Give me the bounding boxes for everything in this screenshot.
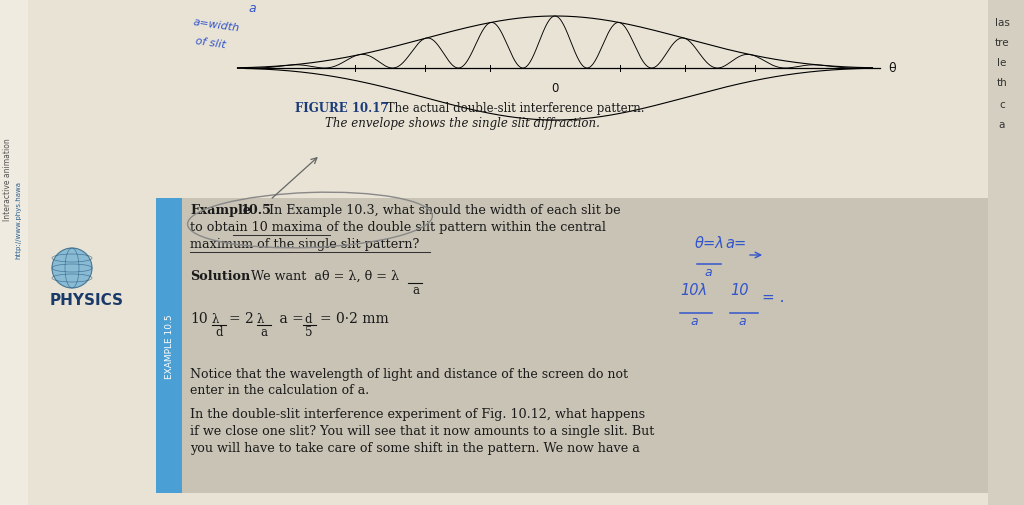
Text: In the double-slit interference experiment of Fig. 10.12, what happens: In the double-slit interference experime… <box>190 408 645 421</box>
Text: a: a <box>248 2 256 15</box>
Text: θ=λ: θ=λ <box>695 236 725 251</box>
Text: Solution: Solution <box>190 270 250 283</box>
Bar <box>156 198 988 493</box>
Text: 10λ: 10λ <box>680 283 708 298</box>
Text: 0: 0 <box>551 82 559 95</box>
Text: θ: θ <box>888 62 896 75</box>
Text: 10: 10 <box>190 312 208 326</box>
Text: 5: 5 <box>305 326 312 339</box>
Text: maximum of the single slit pattern?: maximum of the single slit pattern? <box>190 238 420 251</box>
Text: FIGURE 10.17: FIGURE 10.17 <box>295 102 388 115</box>
Text: le: le <box>997 58 1007 68</box>
Text: a=: a= <box>725 236 746 251</box>
Circle shape <box>52 248 92 288</box>
Text: λ: λ <box>257 313 264 326</box>
Text: to obtain 10 maxima of the double slit pattern within the central: to obtain 10 maxima of the double slit p… <box>190 221 606 234</box>
Text: λ: λ <box>212 313 219 326</box>
Text: The actual double-slit interference pattern.: The actual double-slit interference patt… <box>383 102 644 115</box>
Text: of slit: of slit <box>195 36 226 50</box>
Text: In Example 10.3, what should the width of each slit be: In Example 10.3, what should the width o… <box>265 204 621 217</box>
Text: Interactive animation: Interactive animation <box>3 139 12 221</box>
Text: Example: Example <box>190 204 251 217</box>
Text: a: a <box>260 326 267 339</box>
Text: EXAMPLE 10.5: EXAMPLE 10.5 <box>165 315 173 379</box>
Text: 10.5: 10.5 <box>240 204 271 217</box>
Text: las: las <box>994 18 1010 28</box>
Text: d: d <box>215 326 222 339</box>
Text: you will have to take care of some shift in the pattern. We now have a: you will have to take care of some shift… <box>190 442 640 455</box>
Text: = .: = . <box>762 290 784 305</box>
Text: The envelope shows the single slit diffraction.: The envelope shows the single slit diffr… <box>325 117 600 130</box>
Text: = 0·2 mm: = 0·2 mm <box>319 312 389 326</box>
Text: a: a <box>690 315 697 328</box>
Text: a: a <box>998 120 1006 130</box>
Text: a: a <box>412 284 419 297</box>
Text: 10: 10 <box>730 283 749 298</box>
Text: a=width: a=width <box>193 18 240 34</box>
Text: d: d <box>304 313 311 326</box>
Bar <box>0 0 28 505</box>
Text: tre: tre <box>994 38 1010 48</box>
Text: enter in the calculation of a.: enter in the calculation of a. <box>190 384 369 397</box>
Text: if we close one slit? You will see that it now amounts to a single slit. But: if we close one slit? You will see that … <box>190 425 654 438</box>
Text: PHYSICS: PHYSICS <box>50 293 124 308</box>
Text: c: c <box>999 100 1005 110</box>
Text: Notice that the wavelength of light and distance of the screen do not: Notice that the wavelength of light and … <box>190 368 628 381</box>
Text: a: a <box>738 315 745 328</box>
Text: a =: a = <box>275 312 304 326</box>
Text: th: th <box>996 78 1008 88</box>
Text: http://www.phys.hawa: http://www.phys.hawa <box>15 181 22 259</box>
Text: = 2: = 2 <box>229 312 254 326</box>
Bar <box>988 0 1024 505</box>
Text: We want  aθ = λ, θ = λ: We want aθ = λ, θ = λ <box>247 270 399 283</box>
Bar <box>156 198 182 493</box>
Text: a: a <box>705 266 712 279</box>
